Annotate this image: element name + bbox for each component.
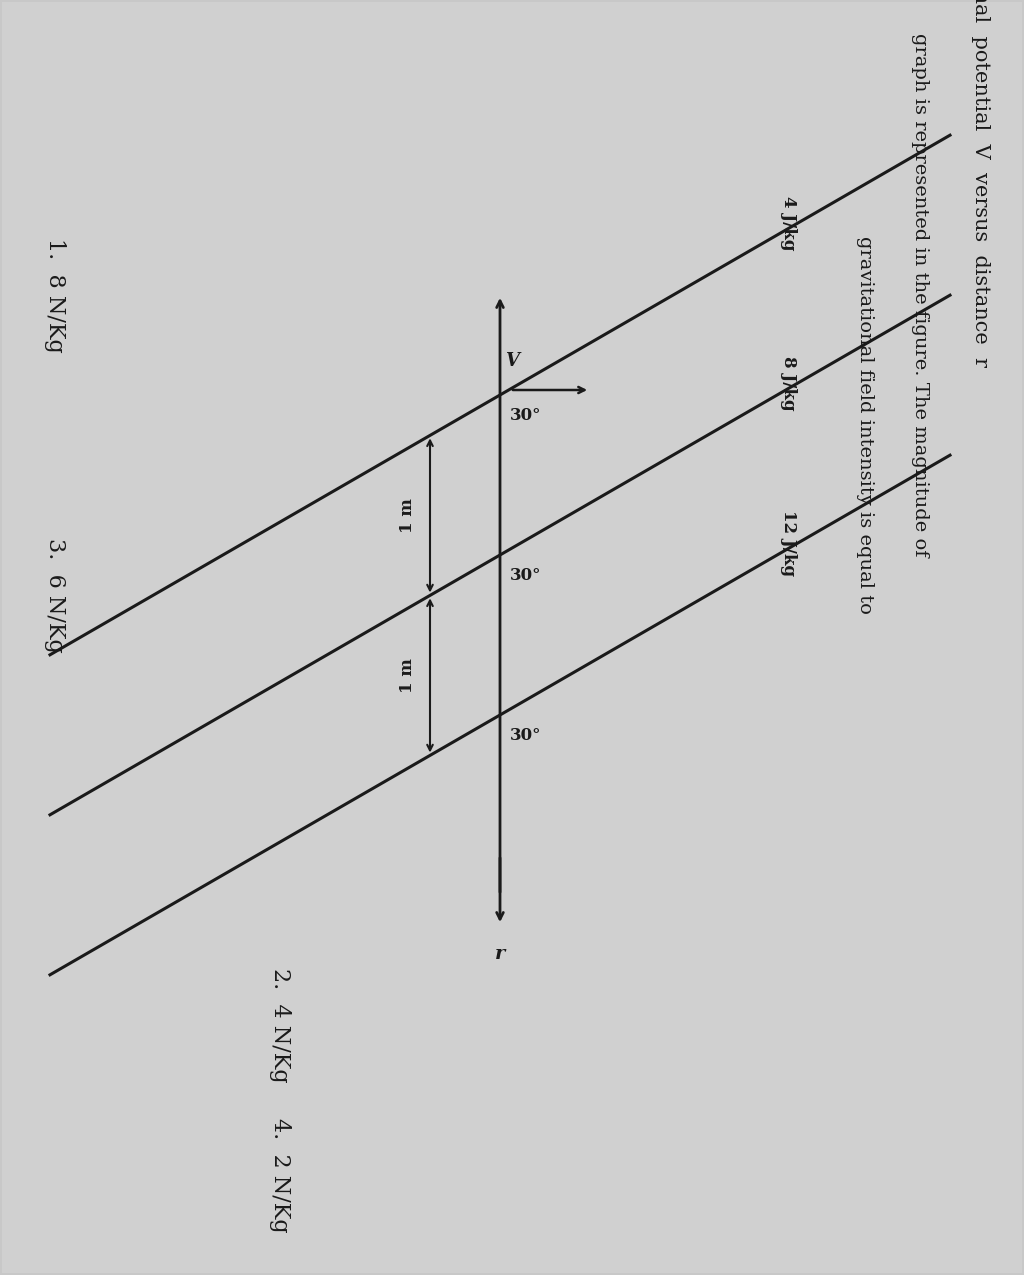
FancyBboxPatch shape [2,3,1022,1272]
Text: Gravitational  potential  V  versus  distance  r: Gravitational potential V versus distanc… [971,0,989,367]
Text: 3.  6 N/Kg: 3. 6 N/Kg [44,538,66,653]
Text: 12 J/kg: 12 J/kg [780,510,797,576]
Text: 30°: 30° [510,407,542,425]
Text: 4.  2 N/Kg: 4. 2 N/Kg [269,1118,291,1233]
Text: r: r [495,945,505,963]
Text: 2.  4 N/Kg: 2. 4 N/Kg [269,968,291,1082]
Text: 1 m: 1 m [399,499,417,533]
Text: gravitational field intensity is equal to: gravitational field intensity is equal t… [856,236,874,615]
Text: 30°: 30° [510,567,542,584]
Text: V: V [505,352,519,370]
Text: 8 J/kg: 8 J/kg [780,356,797,411]
Text: 1 m: 1 m [399,658,417,692]
Text: 1.  8 N/Kg: 1. 8 N/Kg [44,237,66,352]
Text: graph is represented in the figure. The magnitude of: graph is represented in the figure. The … [911,33,929,557]
Text: 4 J/kg: 4 J/kg [780,196,797,251]
Text: 30°: 30° [510,727,542,745]
